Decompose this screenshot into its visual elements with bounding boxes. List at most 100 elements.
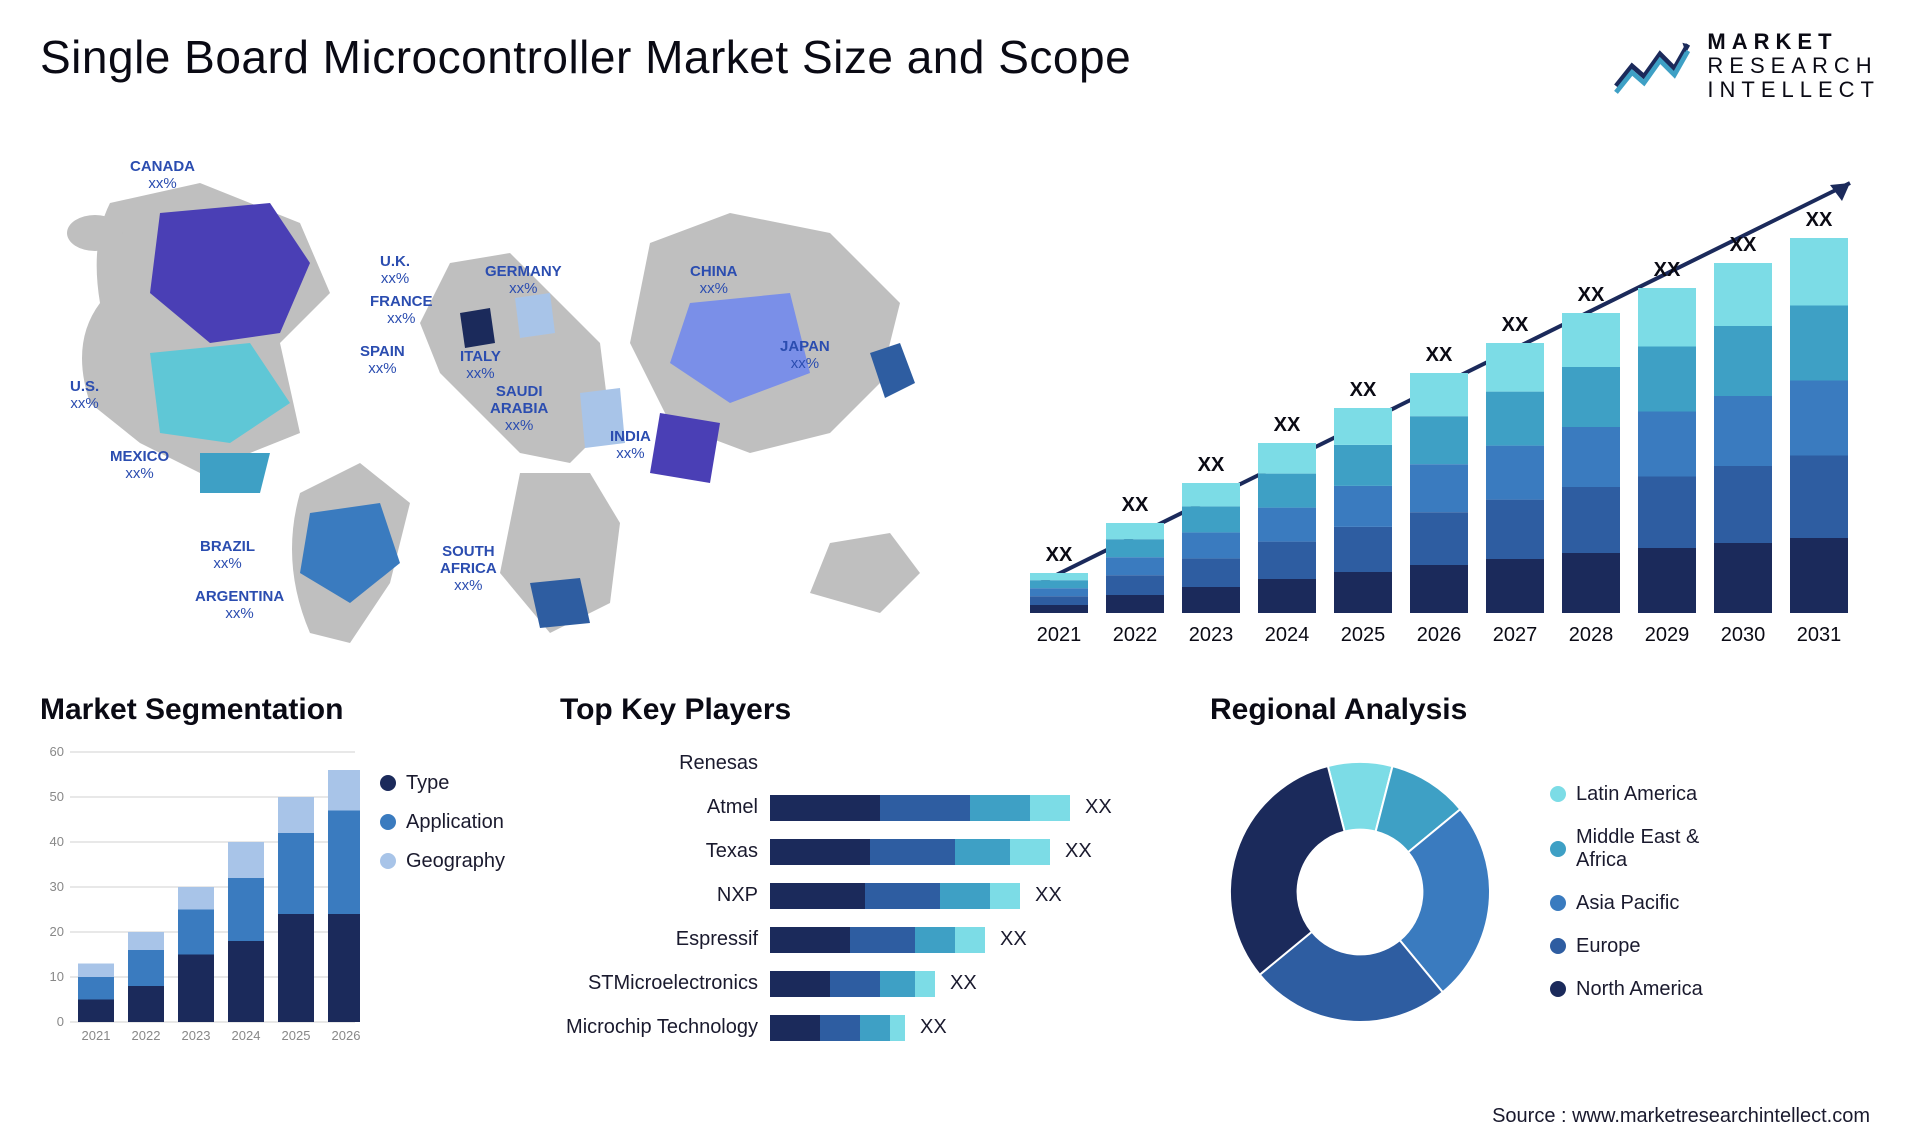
map-label: SOUTHAFRICAxx%	[440, 543, 497, 595]
player-name: Atmel	[560, 796, 770, 819]
svg-text:XX: XX	[1426, 344, 1453, 366]
players-title: Top Key Players	[560, 693, 1180, 727]
logo-text-2: RESEARCH	[1707, 54, 1880, 78]
svg-text:40: 40	[50, 834, 64, 849]
map-label: U.K.xx%	[380, 253, 410, 288]
map-label: BRAZILxx%	[200, 538, 255, 573]
legend-item: Application	[380, 811, 505, 834]
player-row: Espressif XX	[560, 918, 1180, 962]
region-donut-chart	[1210, 742, 1510, 1042]
source-footer: Source : www.marketresearchintellect.com	[1492, 1105, 1870, 1128]
svg-text:2028: 2028	[1569, 624, 1614, 646]
legend-item: Latin America	[1550, 783, 1703, 806]
map-label: CANADAxx%	[130, 158, 195, 193]
legend-item: North America	[1550, 978, 1703, 1001]
region-legend: Latin America Middle East &Africa Asia Pac…	[1550, 783, 1703, 1001]
players-panel: Top Key Players RenesasAtmelXXTexasXXNXP…	[560, 693, 1180, 1093]
svg-text:2021: 2021	[82, 1028, 111, 1043]
svg-text:2026: 2026	[1417, 624, 1462, 646]
player-bar	[770, 1015, 905, 1041]
svg-text:2025: 2025	[282, 1028, 311, 1043]
player-name: NXP	[560, 884, 770, 907]
player-bar	[770, 971, 935, 997]
svg-text:30: 30	[50, 879, 64, 894]
svg-text:XX: XX	[1806, 209, 1833, 231]
player-value: XX	[920, 1016, 947, 1039]
player-value: XX	[950, 972, 977, 995]
legend-item: Type	[380, 772, 505, 795]
legend-item: Asia Pacific	[1550, 892, 1703, 915]
legend-item: Geography	[380, 850, 505, 873]
brand-logo: MARKET RESEARCH INTELLECT	[1612, 30, 1880, 103]
player-name: Espressif	[560, 928, 770, 951]
player-row: Microchip Technology XX	[560, 1006, 1180, 1050]
legend-item: Europe	[1550, 935, 1703, 958]
svg-text:XX: XX	[1350, 379, 1377, 401]
player-row: Atmel XX	[560, 786, 1180, 830]
svg-text:2023: 2023	[1189, 624, 1234, 646]
map-label: ITALYxx%	[460, 348, 501, 383]
player-name: Renesas	[560, 752, 770, 775]
player-name: Texas	[560, 840, 770, 863]
svg-text:XX: XX	[1654, 259, 1681, 281]
player-value: XX	[1035, 884, 1062, 907]
svg-text:2022: 2022	[132, 1028, 161, 1043]
world-map-panel: CANADAxx% U.S.xx% MEXICOxx% BRAZILxx% ARGENT…	[40, 143, 980, 663]
player-name: STMicroelectronics	[560, 972, 770, 995]
map-label: JAPANxx%	[780, 338, 830, 373]
map-label: INDIAxx%	[610, 428, 651, 463]
svg-text:10: 10	[50, 969, 64, 984]
svg-text:2023: 2023	[182, 1028, 211, 1043]
map-label: GERMANYxx%	[485, 263, 562, 298]
region-panel: Regional Analysis Latin America Middle Ea…	[1210, 693, 1880, 1093]
player-bar	[770, 839, 1050, 865]
svg-text:2024: 2024	[1265, 624, 1310, 646]
player-name: Microchip Technology	[560, 1016, 770, 1039]
svg-text:2024: 2024	[232, 1028, 261, 1043]
svg-text:XX: XX	[1122, 494, 1149, 516]
player-bar	[770, 795, 1070, 821]
logo-text-1: MARKET	[1707, 30, 1880, 54]
player-row: NXP XX	[560, 874, 1180, 918]
player-value: XX	[1065, 840, 1092, 863]
svg-text:2031: 2031	[1797, 624, 1842, 646]
svg-text:2030: 2030	[1721, 624, 1766, 646]
growth-chart-panel: XX 2021 XX 2022 XX 2023 XX 2024 XX 2025 XX 2026 XX 20…	[1010, 143, 1880, 663]
map-label: SPAINxx%	[360, 343, 405, 378]
svg-text:2029: 2029	[1645, 624, 1690, 646]
svg-text:2022: 2022	[1113, 624, 1158, 646]
svg-text:2025: 2025	[1341, 624, 1386, 646]
svg-text:0: 0	[57, 1014, 64, 1029]
player-bar	[770, 883, 1020, 909]
page-title: Single Board Microcontroller Market Size…	[40, 30, 1131, 84]
svg-text:XX: XX	[1502, 314, 1529, 336]
logo-icon	[1612, 36, 1692, 96]
map-label: FRANCExx%	[370, 293, 433, 328]
map-label: U.S.xx%	[70, 378, 99, 413]
players-list: Renesas Atmel XX Texas XX NXP XX Espressif XX STM…	[560, 742, 1180, 1050]
svg-text:XX: XX	[1730, 234, 1757, 256]
svg-text:XX: XX	[1198, 454, 1225, 476]
player-value: XX	[1000, 928, 1027, 951]
region-title: Regional Analysis	[1210, 693, 1880, 727]
map-label: ARGENTINAxx%	[195, 588, 284, 623]
svg-text:60: 60	[50, 744, 64, 759]
svg-text:2021: 2021	[1037, 624, 1082, 646]
player-value: XX	[1085, 796, 1112, 819]
svg-text:XX: XX	[1046, 544, 1073, 566]
growth-bar-chart: XX 2021 XX 2022 XX 2023 XX 2024 XX 2025 XX 2026 XX 20…	[1010, 143, 1880, 663]
logo-text-3: INTELLECT	[1707, 78, 1880, 102]
svg-text:XX: XX	[1274, 414, 1301, 436]
player-bar	[770, 927, 985, 953]
svg-text:2027: 2027	[1493, 624, 1538, 646]
map-label: MEXICOxx%	[110, 448, 169, 483]
segmentation-panel: Market Segmentation 01020304050602021202…	[40, 693, 530, 1093]
map-label: CHINAxx%	[690, 263, 738, 298]
player-row: Texas XX	[560, 830, 1180, 874]
svg-text:XX: XX	[1578, 284, 1605, 306]
legend-item: Middle East &Africa	[1550, 826, 1703, 872]
svg-text:20: 20	[50, 924, 64, 939]
svg-text:50: 50	[50, 789, 64, 804]
svg-text:2026: 2026	[332, 1028, 360, 1043]
segmentation-chart: 0 10 20 30 40 50 60 2021 2022 2023 2024 2025 2026	[40, 742, 360, 1052]
